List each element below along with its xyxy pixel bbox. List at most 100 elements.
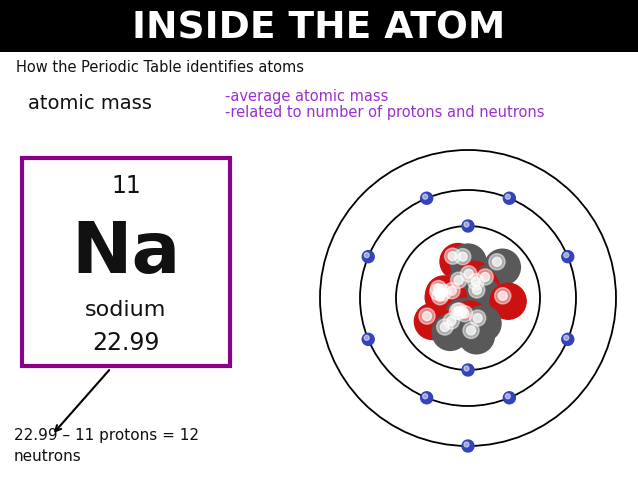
Circle shape	[434, 284, 443, 293]
Text: -related to number of protons and neutrons: -related to number of protons and neutro…	[225, 104, 544, 119]
Circle shape	[439, 308, 475, 344]
Circle shape	[465, 306, 501, 342]
Circle shape	[464, 277, 500, 313]
Text: How the Periodic Table identifies atoms: How the Periodic Table identifies atoms	[16, 59, 304, 75]
Circle shape	[470, 310, 486, 326]
Circle shape	[432, 314, 468, 351]
Text: 22.99 – 11 protons = 12
neutrons: 22.99 – 11 protons = 12 neutrons	[14, 428, 199, 464]
Circle shape	[448, 251, 457, 261]
Circle shape	[440, 243, 476, 280]
Circle shape	[431, 280, 466, 316]
Circle shape	[473, 314, 482, 323]
Circle shape	[420, 392, 433, 404]
Circle shape	[439, 288, 448, 297]
Circle shape	[419, 308, 435, 324]
Circle shape	[455, 249, 471, 265]
Text: -average atomic mass: -average atomic mass	[225, 89, 389, 103]
Circle shape	[463, 269, 499, 305]
Text: INSIDE THE ATOM: INSIDE THE ATOM	[132, 10, 506, 46]
Circle shape	[469, 282, 485, 298]
Circle shape	[468, 274, 484, 290]
Circle shape	[564, 252, 569, 258]
Circle shape	[443, 313, 459, 329]
Circle shape	[473, 264, 508, 300]
Text: Na: Na	[71, 218, 181, 287]
Circle shape	[505, 394, 510, 399]
Circle shape	[420, 192, 433, 204]
Bar	[0, 0, 638, 52]
Circle shape	[422, 312, 431, 320]
Circle shape	[425, 279, 461, 315]
Circle shape	[458, 252, 467, 261]
Circle shape	[449, 303, 466, 319]
Circle shape	[450, 272, 467, 288]
Circle shape	[362, 251, 375, 262]
Circle shape	[472, 285, 481, 295]
Circle shape	[503, 392, 516, 404]
Circle shape	[464, 269, 473, 278]
Circle shape	[562, 333, 574, 345]
Circle shape	[505, 194, 510, 199]
Circle shape	[426, 276, 462, 312]
Text: sodium: sodium	[85, 300, 167, 320]
Circle shape	[440, 278, 475, 314]
Circle shape	[447, 317, 456, 326]
Circle shape	[430, 284, 446, 300]
Circle shape	[453, 307, 462, 316]
Circle shape	[477, 269, 493, 285]
Circle shape	[493, 257, 501, 266]
Circle shape	[463, 322, 479, 339]
Circle shape	[422, 194, 427, 199]
Circle shape	[503, 192, 516, 204]
Circle shape	[462, 440, 474, 452]
Circle shape	[436, 292, 445, 301]
Circle shape	[464, 442, 469, 447]
Circle shape	[451, 303, 467, 319]
Circle shape	[444, 283, 460, 299]
Circle shape	[490, 283, 526, 319]
Circle shape	[489, 254, 505, 270]
Circle shape	[433, 287, 442, 297]
Circle shape	[464, 366, 469, 371]
Circle shape	[436, 319, 453, 335]
Circle shape	[455, 307, 464, 316]
Circle shape	[494, 288, 511, 304]
Circle shape	[364, 252, 369, 258]
Text: atomic mass: atomic mass	[28, 93, 152, 113]
Circle shape	[447, 286, 456, 295]
Circle shape	[454, 276, 463, 285]
Circle shape	[432, 288, 448, 305]
Circle shape	[484, 249, 521, 285]
Circle shape	[427, 284, 463, 320]
Circle shape	[450, 244, 486, 280]
Circle shape	[446, 268, 482, 304]
Circle shape	[464, 222, 469, 227]
Circle shape	[456, 306, 473, 322]
Circle shape	[471, 277, 480, 286]
Circle shape	[480, 273, 490, 282]
Circle shape	[415, 304, 450, 340]
Circle shape	[364, 335, 369, 341]
Circle shape	[456, 261, 492, 297]
Circle shape	[452, 301, 488, 337]
Circle shape	[462, 364, 474, 376]
Circle shape	[422, 394, 427, 399]
Circle shape	[460, 309, 469, 318]
Circle shape	[445, 299, 481, 335]
Circle shape	[461, 266, 477, 282]
Circle shape	[459, 318, 494, 354]
Text: 22.99: 22.99	[93, 331, 160, 355]
Circle shape	[447, 298, 482, 334]
Circle shape	[435, 285, 451, 301]
Circle shape	[431, 281, 447, 297]
Bar	[22, 158, 230, 366]
Circle shape	[562, 251, 574, 262]
Circle shape	[362, 333, 375, 345]
Circle shape	[498, 291, 507, 300]
Circle shape	[564, 335, 569, 341]
Circle shape	[462, 220, 474, 232]
Text: 11: 11	[111, 174, 141, 198]
Circle shape	[440, 322, 449, 331]
Circle shape	[445, 248, 461, 264]
Circle shape	[466, 326, 475, 335]
